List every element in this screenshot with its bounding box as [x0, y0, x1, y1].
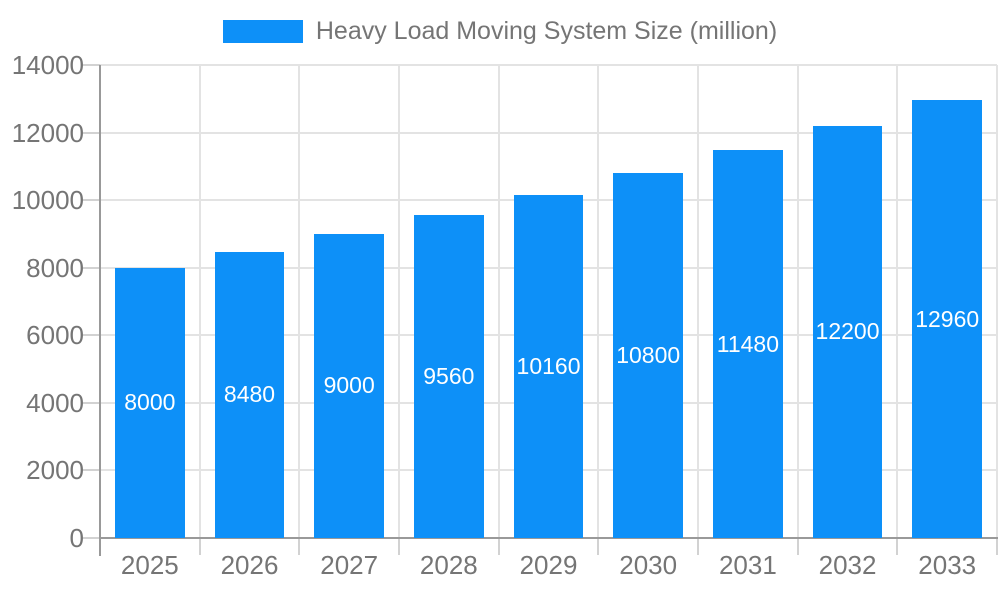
y-tick-label: 2000 — [26, 455, 84, 486]
x-tick-label: 2025 — [120, 550, 179, 580]
bar-value-label: 8480 — [223, 381, 276, 408]
vertical-gridline — [696, 65, 699, 538]
bar-value-label: 12960 — [915, 305, 980, 332]
bar-value-label: 11480 — [716, 330, 779, 357]
y-axis-tick — [81, 199, 100, 202]
y-axis-tick — [81, 537, 100, 539]
bar-slot: 8000 — [100, 65, 200, 538]
vertical-gridline — [198, 65, 201, 538]
bar-2025[interactable]: 8000 — [114, 267, 185, 538]
x-axis-tick — [796, 538, 799, 555]
plot-area: 8000 8480 9000 9560 10160 10800 11480 12200 1296… — [81, 64, 998, 556]
bar-2027[interactable]: 9000 — [314, 233, 385, 538]
x-axis-tick — [198, 538, 201, 555]
bar-slot: 10160 — [499, 65, 599, 538]
bar-value-label: 10800 — [616, 342, 681, 369]
vertical-gridline — [597, 65, 600, 538]
x-tick-label: 2027 — [320, 550, 379, 580]
vertical-gridline — [896, 65, 899, 538]
bar-slot: 12200 — [798, 65, 898, 538]
bar-2030[interactable]: 10800 — [613, 173, 684, 538]
x-tick-label: 2032 — [818, 550, 877, 580]
bars-container: 8000 8480 9000 9560 10160 10800 11480 12200 1296… — [100, 65, 997, 538]
x-axis-tick — [597, 538, 600, 555]
vertical-gridline — [298, 65, 301, 538]
y-axis-tick — [81, 64, 100, 66]
bar-slot: 11480 — [698, 65, 798, 538]
x-axis-tick — [996, 538, 998, 555]
x-axis-tick — [397, 538, 400, 555]
y-axis-tick — [81, 334, 100, 337]
vertical-gridline — [796, 65, 799, 538]
bar-slot: 9000 — [299, 65, 399, 538]
bar-slot: 12960 — [897, 65, 997, 538]
bar-2033[interactable]: 12960 — [912, 100, 983, 538]
y-tick-label: 6000 — [26, 320, 84, 351]
bar-slot: 10800 — [598, 65, 698, 538]
x-tick-label: 2033 — [918, 550, 977, 580]
bar-2032[interactable]: 12200 — [812, 125, 883, 538]
y-axis-tick — [81, 266, 100, 269]
x-axis-tick — [497, 538, 500, 555]
horizontal-gridline — [100, 64, 997, 66]
y-axis-labels: 14000 12000 10000 8000 6000 4000 2000 0 — [0, 52, 84, 551]
y-axis-tick — [81, 131, 100, 134]
horizontal-gridline — [100, 131, 997, 134]
bar-2031[interactable]: 11480 — [712, 150, 783, 538]
bar-value-label: 9560 — [423, 363, 475, 389]
y-tick-label: 0 — [69, 523, 84, 553]
bar-value-label: 10160 — [516, 352, 581, 379]
y-axis-line — [99, 65, 101, 556]
y-axis-tick — [81, 401, 100, 404]
bar-slot: 8480 — [200, 65, 300, 538]
vertical-gridline — [397, 65, 400, 538]
x-tick-label: 2031 — [718, 550, 777, 580]
x-axis-line — [99, 537, 998, 539]
bar-slot: 9560 — [399, 65, 499, 538]
y-tick-label: 12000 — [11, 117, 84, 148]
x-tick-label: 2028 — [419, 550, 478, 580]
x-axis-tick — [896, 538, 899, 555]
legend-swatch — [222, 20, 303, 43]
y-axis-tick — [81, 469, 100, 472]
bar-value-label: 9000 — [323, 372, 375, 399]
x-axis-tick — [696, 538, 699, 555]
bar-2026[interactable]: 8480 — [214, 251, 285, 538]
x-tick-label: 2029 — [519, 550, 578, 580]
x-tick-label: 2026 — [220, 550, 279, 580]
y-tick-label: 14000 — [11, 50, 84, 80]
bar-value-label: 8000 — [124, 389, 176, 416]
y-tick-label: 4000 — [26, 387, 84, 418]
bar-value-label: 12200 — [815, 318, 880, 345]
legend[interactable]: Heavy Load Moving System Size (million) — [0, 17, 1000, 46]
y-tick-label: 10000 — [11, 185, 84, 216]
x-axis-labels: 2025 2026 2027 2028 2029 2030 2031 2032 2033 — [100, 552, 997, 578]
bar-2029[interactable]: 10160 — [513, 194, 584, 538]
y-tick-label: 8000 — [26, 252, 84, 283]
x-tick-label: 2030 — [619, 550, 678, 580]
vertical-gridline — [996, 65, 998, 538]
x-axis-tick — [298, 538, 301, 555]
bar-2028[interactable]: 9560 — [413, 215, 484, 538]
vertical-gridline — [497, 65, 500, 538]
legend-label: Heavy Load Moving System Size (million) — [315, 17, 778, 45]
